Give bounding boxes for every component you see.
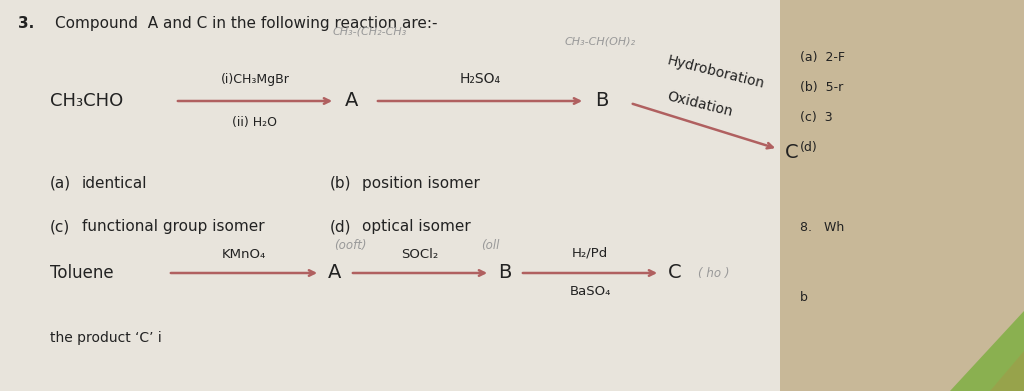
- Text: Toluene: Toluene: [50, 264, 114, 282]
- Polygon shape: [990, 351, 1024, 391]
- Text: identical: identical: [82, 176, 147, 191]
- Text: B: B: [498, 264, 511, 283]
- Text: the product ‘C’ i: the product ‘C’ i: [50, 331, 162, 345]
- Text: (d): (d): [800, 141, 818, 154]
- Polygon shape: [950, 311, 1024, 391]
- Text: CH₃-(CH₂-CH₃: CH₃-(CH₂-CH₃: [333, 26, 408, 36]
- Text: functional group isomer: functional group isomer: [82, 219, 264, 234]
- Text: (b)  5-r: (b) 5-r: [800, 81, 843, 94]
- Text: (b): (b): [330, 176, 351, 191]
- Text: position isomer: position isomer: [362, 176, 480, 191]
- Text: CH₃CHO: CH₃CHO: [50, 92, 123, 110]
- Polygon shape: [780, 0, 1024, 391]
- Text: C: C: [785, 143, 799, 163]
- Text: KMnO₄: KMnO₄: [222, 248, 266, 261]
- Text: CH₃-CH(OH)₂: CH₃-CH(OH)₂: [564, 36, 636, 46]
- Text: A: A: [328, 264, 341, 283]
- Text: Compound  A and C in the following reaction are:-: Compound A and C in the following reacti…: [55, 16, 437, 31]
- Text: (c): (c): [50, 219, 71, 234]
- Text: H₂SO₄: H₂SO₄: [460, 72, 501, 86]
- Text: Hydroboration: Hydroboration: [666, 53, 766, 91]
- Text: optical isomer: optical isomer: [362, 219, 471, 234]
- Text: (ii) H₂O: (ii) H₂O: [232, 116, 278, 129]
- Text: (a)  2-F: (a) 2-F: [800, 51, 845, 64]
- Text: ( ho ): ( ho ): [698, 267, 729, 280]
- Text: (d): (d): [330, 219, 351, 234]
- Text: (ooft): (ooft): [334, 239, 367, 252]
- Text: SOCl₂: SOCl₂: [401, 248, 438, 261]
- Text: (i)CH₃MgBr: (i)CH₃MgBr: [220, 73, 290, 86]
- Text: (c)  3: (c) 3: [800, 111, 833, 124]
- Text: C: C: [668, 264, 682, 283]
- Text: BaSO₄: BaSO₄: [569, 285, 610, 298]
- Text: 3.: 3.: [18, 16, 34, 31]
- Text: Oxidation: Oxidation: [666, 89, 734, 119]
- Text: 8.   Wh: 8. Wh: [800, 221, 844, 234]
- Text: H₂/Pd: H₂/Pd: [571, 246, 608, 259]
- Text: (oll: (oll: [481, 239, 499, 252]
- Text: b: b: [800, 291, 808, 304]
- Text: (a): (a): [50, 176, 71, 191]
- Text: A: A: [345, 91, 358, 111]
- Text: B: B: [595, 91, 608, 111]
